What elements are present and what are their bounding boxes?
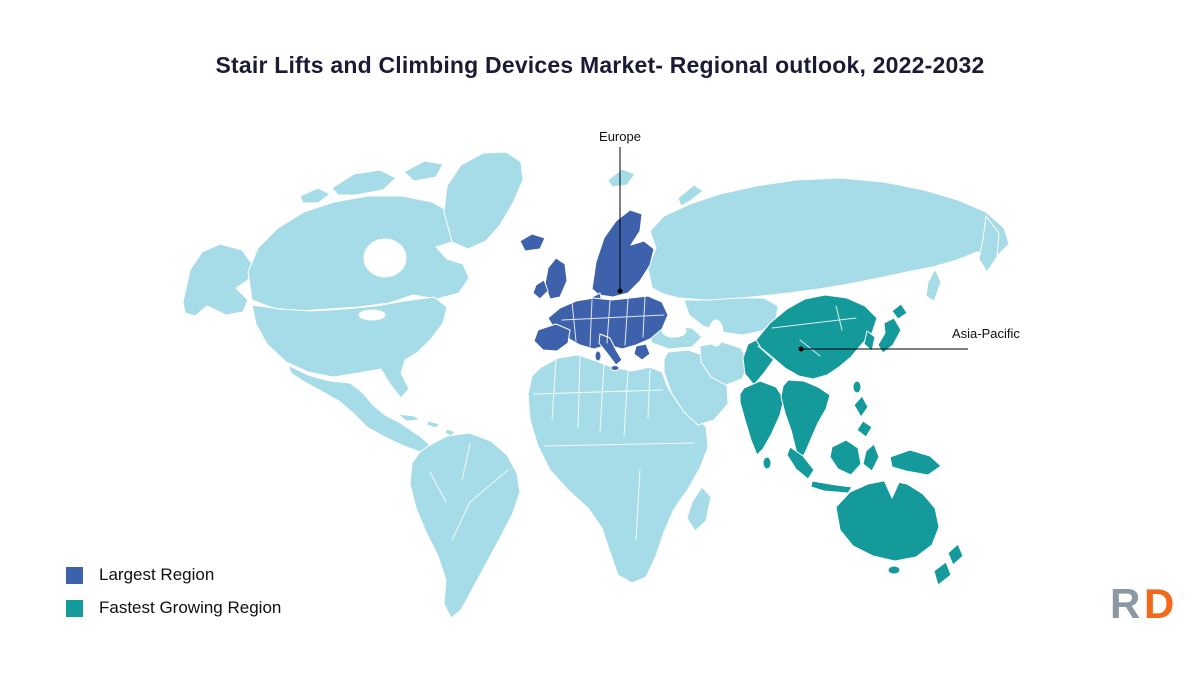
map-annotations: Europe Asia-Pacific [599, 129, 1020, 352]
brand-logo: R D [1110, 580, 1190, 630]
korea [863, 330, 876, 352]
legend-swatch-largest-region [66, 566, 83, 584]
iran [699, 341, 750, 386]
russia [647, 177, 1010, 301]
sri-lanka [762, 456, 772, 470]
canada [247, 195, 470, 312]
logo-letter-r: R [1110, 585, 1140, 625]
italy [598, 333, 623, 366]
country-borders [429, 296, 857, 541]
alaska [182, 243, 253, 317]
page-title: Stair Lifts and Climbing Devices Market-… [215, 52, 985, 78]
black-sea [661, 324, 687, 338]
greece [633, 343, 651, 361]
united-kingdom [544, 257, 568, 300]
sicily [610, 365, 620, 371]
logo-letter-d: D [1144, 585, 1174, 625]
central-asia [683, 297, 779, 336]
asia-pacific-region-group [739, 294, 964, 586]
borneo [829, 439, 862, 476]
legend-item-largest-region: Largest Region [66, 565, 281, 585]
asia-pacific-label: Asia-Pacific [952, 326, 1020, 341]
mexico-central-america [287, 364, 431, 454]
europe-pointer-dot [617, 288, 623, 294]
africa [527, 354, 709, 584]
scandinavia [591, 209, 655, 298]
japan [877, 303, 908, 354]
europe-label: Europe [599, 129, 641, 144]
caspian-sea [708, 319, 724, 347]
java [810, 480, 853, 494]
canadian-arctic-islands [299, 160, 444, 204]
iceland [519, 233, 546, 252]
tasmania [887, 565, 901, 575]
novaya-zemlya [677, 184, 704, 207]
greenland [443, 151, 524, 250]
brand-logo-graphic: R D [1110, 580, 1174, 627]
india [739, 380, 785, 456]
sulawesi [862, 443, 880, 472]
legend-item-fastest-growing-region: Fastest Growing Region [66, 598, 281, 618]
water-overlays [358, 238, 901, 499]
legend-swatch-fastest-growing-region [66, 599, 83, 617]
legend-label-fastest-growing-region: Fastest Growing Region [99, 598, 282, 617]
new-guinea [889, 449, 942, 476]
legend-swatch-rect [66, 599, 83, 617]
kamchatka-sakhalin [925, 215, 1000, 302]
iberia [533, 323, 571, 352]
new-zealand [933, 543, 964, 586]
australia [835, 479, 940, 562]
asia-pacific-pointer-dot [798, 346, 804, 352]
sumatra [786, 446, 815, 480]
southeast-asia [780, 379, 831, 462]
ireland [532, 279, 549, 300]
philippines [853, 395, 873, 438]
china-mongolia [755, 294, 878, 380]
great-lakes [358, 309, 386, 321]
south-america [409, 432, 521, 619]
base-landmass-group [182, 151, 1010, 619]
usa [251, 296, 448, 399]
europe-region-group [519, 209, 669, 371]
legend-label-largest-region: Largest Region [99, 565, 215, 584]
legend-swatch-rect [66, 566, 83, 584]
madagascar [686, 486, 712, 532]
gulf-of-carpentaria [883, 479, 901, 499]
legend: Largest Region Fastest Growing Region [66, 565, 281, 618]
hudson-bay [363, 238, 407, 278]
sardinia [594, 350, 602, 362]
taiwan [852, 380, 862, 394]
svalbard [607, 168, 636, 188]
